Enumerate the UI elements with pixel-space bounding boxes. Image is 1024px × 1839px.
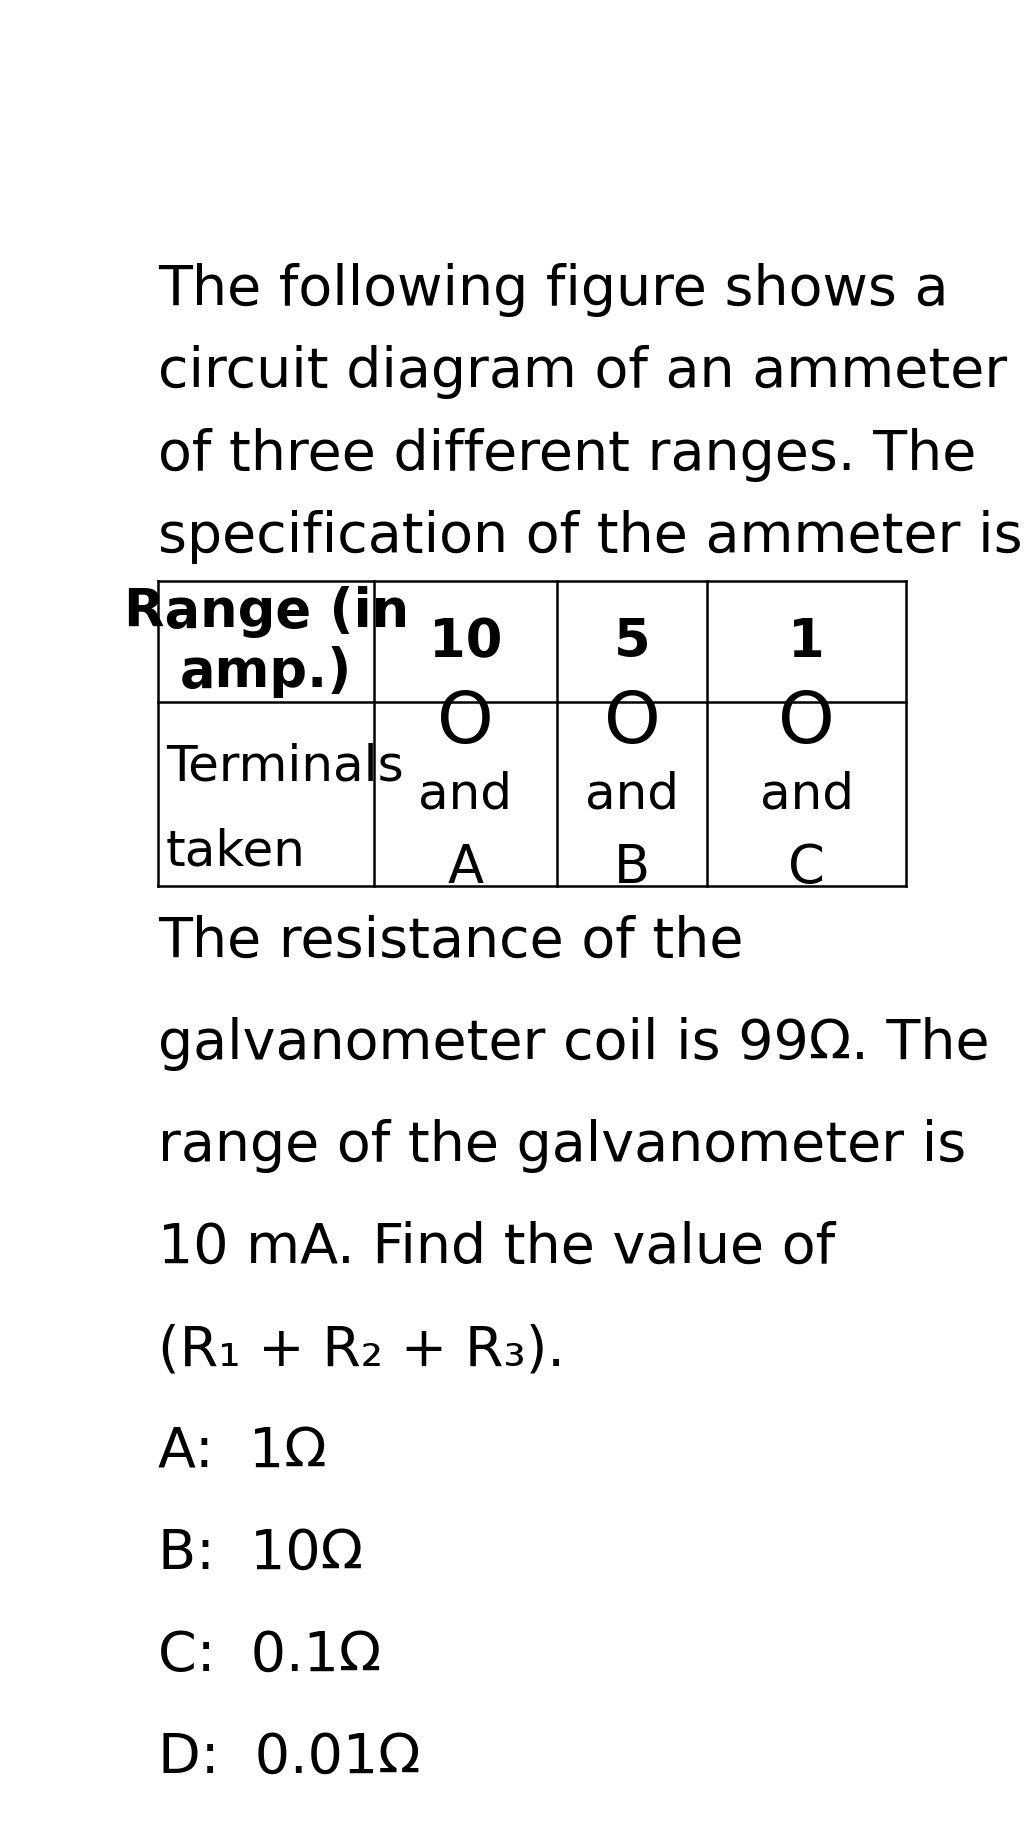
Text: The resistance of the: The resistance of the	[158, 914, 743, 969]
Text: Range (in
amp.): Range (in amp.)	[124, 587, 409, 699]
Text: and: and	[760, 771, 854, 818]
Text: galvanometer coil is 99Ω. The: galvanometer coil is 99Ω. The	[158, 1017, 990, 1070]
Text: (R₁ + R₂ + R₃).: (R₁ + R₂ + R₃).	[158, 1322, 565, 1376]
Text: and: and	[585, 771, 679, 818]
Text: and: and	[418, 771, 512, 818]
Text: D:  0.01Ω: D: 0.01Ω	[158, 1730, 421, 1784]
Text: O: O	[778, 690, 835, 758]
Text: 10 mA. Find the value of: 10 mA. Find the value of	[158, 1221, 836, 1274]
Text: B: B	[613, 842, 650, 894]
Text: 1: 1	[788, 616, 825, 668]
Text: O: O	[437, 690, 494, 758]
Text: circuit diagram of an ammeter: circuit diagram of an ammeter	[158, 346, 1008, 399]
Text: B:  10Ω: B: 10Ω	[158, 1526, 364, 1580]
Text: 10: 10	[429, 616, 502, 668]
Text: A:  1Ω: A: 1Ω	[158, 1423, 327, 1479]
Text: taken: taken	[166, 828, 306, 875]
Text: 5: 5	[613, 616, 650, 668]
Text: Terminals: Terminals	[166, 741, 403, 789]
Text: C: C	[788, 842, 825, 894]
Text: The following figure shows a: The following figure shows a	[158, 263, 948, 316]
Text: A: A	[447, 842, 483, 894]
Text: range of the galvanometer is: range of the galvanometer is	[158, 1118, 967, 1173]
Text: O: O	[603, 690, 660, 758]
Text: of three different ranges. The: of three different ranges. The	[158, 427, 977, 482]
Text: C:  0.1Ω: C: 0.1Ω	[158, 1628, 381, 1683]
Text: specification of the ammeter is: specification of the ammeter is	[158, 509, 1023, 563]
